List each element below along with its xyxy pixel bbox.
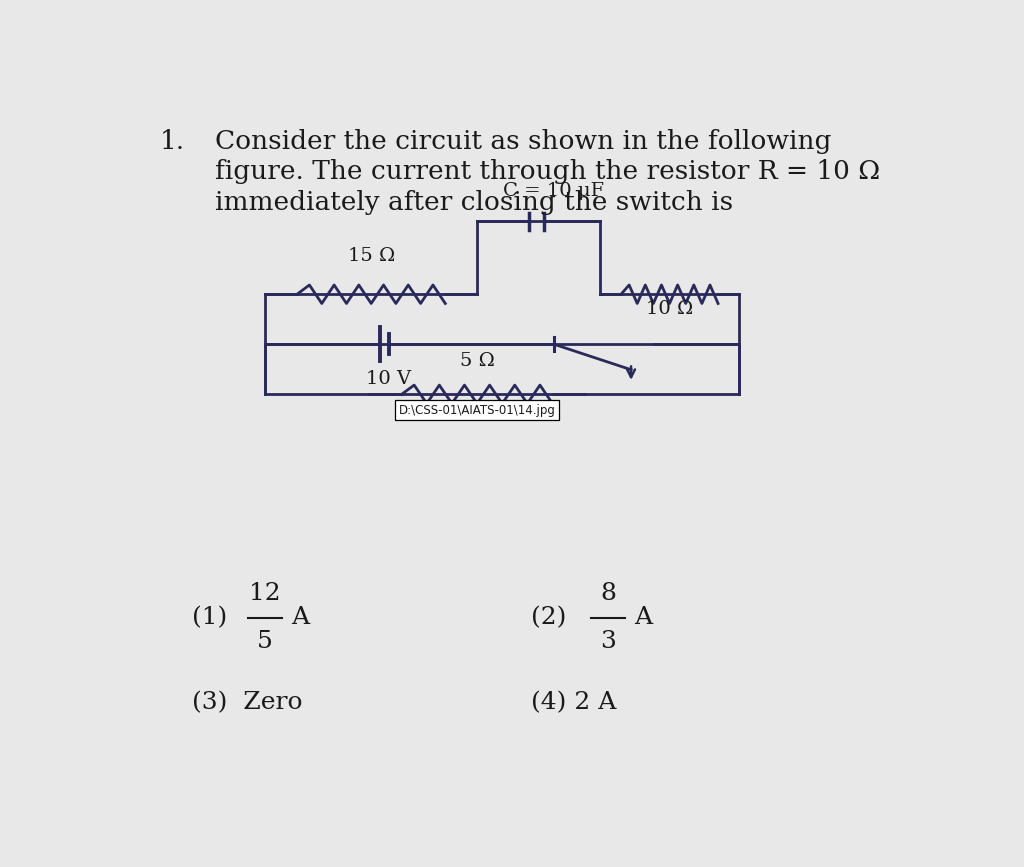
- Text: 1.: 1.: [160, 128, 185, 153]
- Text: 12: 12: [250, 583, 282, 605]
- Text: 15 Ω: 15 Ω: [347, 247, 395, 265]
- Text: 5: 5: [257, 630, 273, 653]
- Text: 10 V: 10 V: [366, 370, 411, 388]
- Text: D:\CSS-01\AIATS-01\14.jpg: D:\CSS-01\AIATS-01\14.jpg: [398, 403, 555, 416]
- Text: 8: 8: [600, 583, 615, 605]
- Text: 3: 3: [600, 630, 615, 653]
- Text: A: A: [292, 606, 309, 629]
- Text: (4) 2 A: (4) 2 A: [531, 691, 616, 714]
- Text: Consider the circuit as shown in the following: Consider the circuit as shown in the fol…: [215, 128, 831, 153]
- Text: 5 Ω: 5 Ω: [460, 352, 495, 369]
- Text: C = 10 μF: C = 10 μF: [504, 181, 604, 199]
- Text: (3)  Zero: (3) Zero: [193, 691, 303, 714]
- Text: A: A: [634, 606, 652, 629]
- Text: (1): (1): [193, 606, 227, 629]
- Text: 10 Ω: 10 Ω: [646, 300, 693, 318]
- Text: (2): (2): [531, 606, 566, 629]
- Text: figure. The current through the resistor R = 10 Ω: figure. The current through the resistor…: [215, 160, 881, 185]
- Text: immediately after closing the switch is: immediately after closing the switch is: [215, 190, 733, 215]
